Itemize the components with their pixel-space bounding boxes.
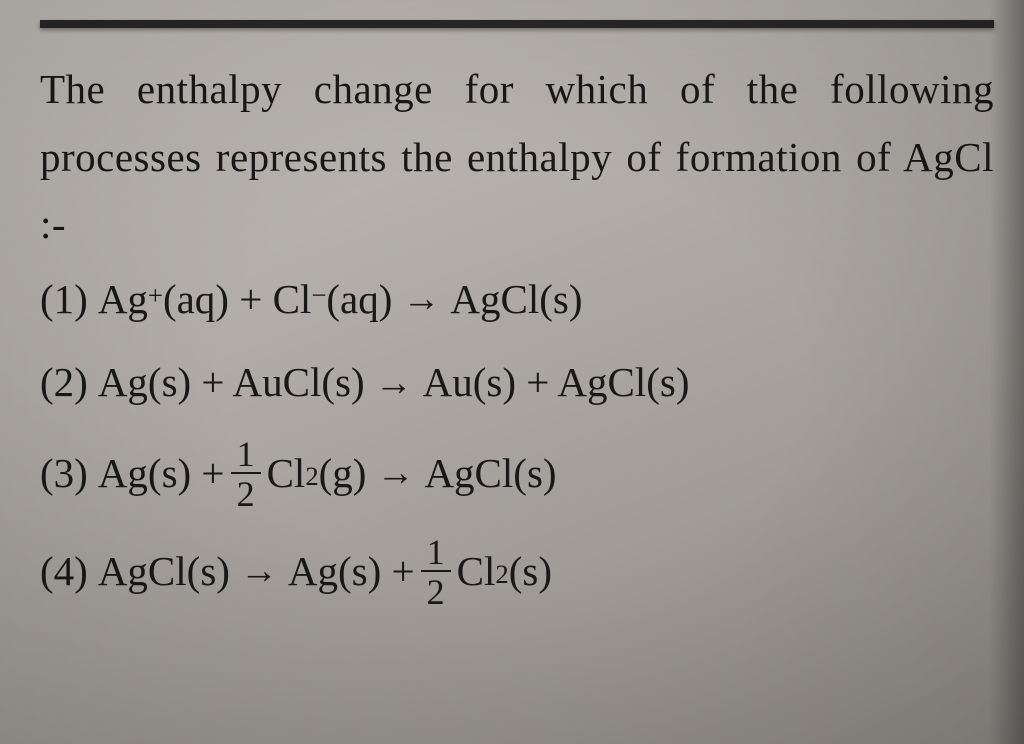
question-line-2: processes represents the enthalpy of for… — [40, 134, 842, 180]
reaction-arrow-icon: → — [376, 445, 414, 502]
chem-text: (aq) + Cl — [163, 269, 311, 331]
chem-text: Au(s) + AgCl(s) — [423, 352, 690, 414]
option-3[interactable]: (3) Ag(s) + 1 2 Cl2(g) → AgCl(s) — [40, 436, 994, 512]
chem-text: Cl — [457, 541, 496, 603]
option-2-formula: Ag(s) + AuCl(s) → Au(s) + AgCl(s) — [98, 352, 690, 414]
chem-text: Ag(s) + — [98, 443, 225, 505]
option-number: (1) — [40, 269, 88, 331]
options-list: (1) Ag+ (aq) + Cl− (aq) → AgCl(s) (2) Ag… — [40, 269, 994, 610]
question-line-1: The enthalpy change for which of the fol… — [40, 66, 994, 112]
reaction-arrow-icon: → — [375, 355, 413, 412]
chem-text: Cl — [267, 443, 306, 505]
subscript-2: 2 — [495, 555, 508, 595]
chem-text: AgCl(s) — [450, 269, 582, 331]
fraction-denominator: 2 — [421, 570, 451, 610]
chem-text: Ag(s) + AuCl(s) — [98, 352, 365, 414]
option-number: (2) — [40, 352, 88, 414]
option-4[interactable]: (4) AgCl(s) → Ag(s) + 1 2 Cl2(s) — [40, 534, 994, 610]
option-1-formula: Ag+ (aq) + Cl− (aq) → AgCl(s) — [98, 269, 583, 331]
chem-text: Ag(s) + — [288, 541, 415, 603]
option-2[interactable]: (2) Ag(s) + AuCl(s) → Au(s) + AgCl(s) — [40, 352, 994, 414]
chem-text: (aq) — [326, 269, 392, 331]
chem-text: Ag — [98, 269, 148, 331]
reaction-arrow-icon: → — [402, 271, 440, 328]
superscript-plus: + — [148, 276, 163, 316]
option-number: (4) — [40, 541, 88, 603]
chem-text: AgCl(s) — [424, 443, 556, 505]
page-container: The enthalpy change for which of the fol… — [0, 0, 1024, 744]
top-border-rule — [40, 20, 994, 28]
fraction-denominator: 2 — [231, 472, 261, 512]
option-4-formula: AgCl(s) → Ag(s) + 1 2 Cl2(s) — [98, 534, 552, 610]
fraction-half: 1 2 — [421, 534, 451, 610]
question-stem: The enthalpy change for which of the fol… — [40, 56, 994, 259]
subscript-2: 2 — [305, 457, 318, 497]
fraction-numerator: 1 — [233, 436, 259, 472]
reaction-arrow-icon: → — [240, 543, 278, 600]
option-3-formula: Ag(s) + 1 2 Cl2(g) → AgCl(s) — [98, 436, 557, 512]
right-edge-shadow — [989, 0, 1024, 744]
superscript-minus: − — [311, 276, 326, 316]
fraction-numerator: 1 — [423, 534, 449, 570]
option-1[interactable]: (1) Ag+ (aq) + Cl− (aq) → AgCl(s) — [40, 269, 994, 331]
chem-text: (g) — [319, 443, 367, 505]
fraction-half: 1 2 — [231, 436, 261, 512]
chem-text: (s) — [509, 541, 552, 603]
option-number: (3) — [40, 443, 88, 505]
chem-text: AgCl(s) — [98, 541, 230, 603]
